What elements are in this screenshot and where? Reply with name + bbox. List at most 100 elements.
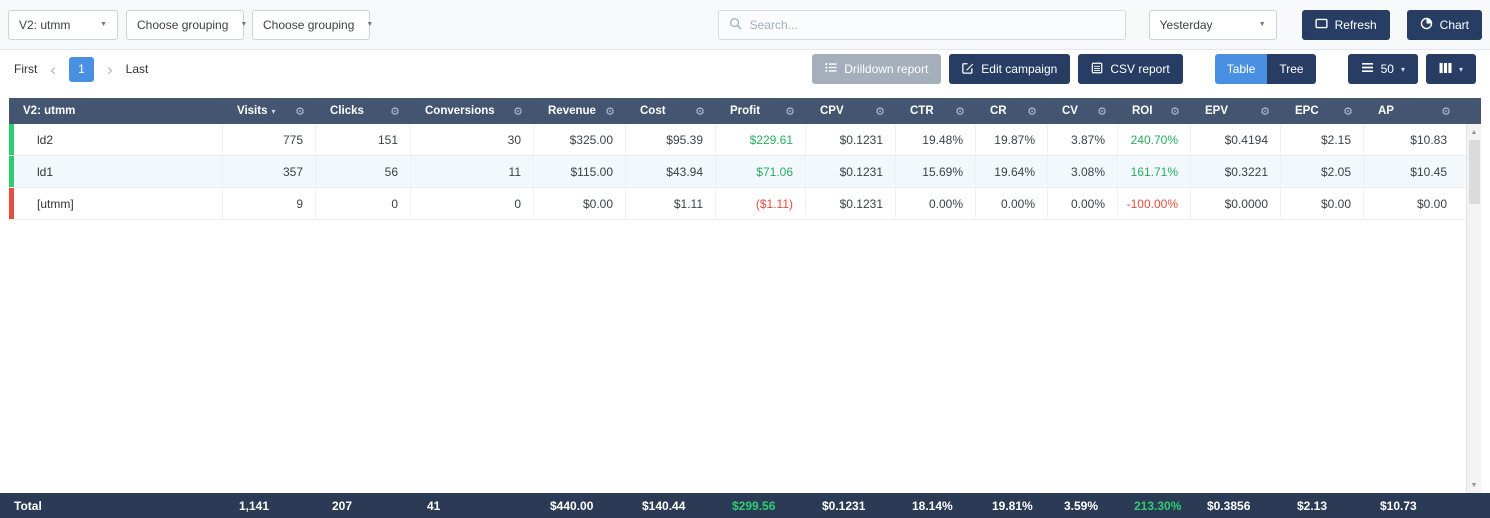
vertical-scrollbar[interactable]: ▲ ▼ — [1466, 124, 1481, 493]
chevron-left-icon[interactable]: ‹ — [50, 59, 56, 79]
gear-icon[interactable]: ⚙ — [1027, 105, 1037, 118]
chart-button[interactable]: Chart — [1406, 9, 1482, 40]
column-header-cv[interactable]: CV ⚙ — [1048, 98, 1118, 124]
cell-visits: 9 — [223, 188, 316, 219]
table-header-row: V2: utmm Visits ▾ ⚙ Clicks ⚙ Conversions ⚙ Reve… — [9, 98, 1481, 124]
gear-icon[interactable]: ⚙ — [513, 105, 523, 118]
pagination-current-page[interactable]: 1 — [69, 56, 94, 82]
column-header-cpv[interactable]: CPV ⚙ — [806, 98, 896, 124]
grouping-dropdown-1[interactable]: Choose grouping ▼ — [126, 9, 248, 40]
gear-icon[interactable]: ⚙ — [605, 105, 615, 118]
table-row[interactable]: ld1 357 56 11 $115.00 $43.94 $71.06 $0.1231 15.6… — [9, 156, 1481, 188]
pie-chart-icon — [1420, 17, 1433, 33]
total-row: Total 1,141 207 41 $440.00 $140.44 $299.56 $0.… — [0, 493, 1490, 518]
scroll-up-arrow-icon[interactable]: ▲ — [1470, 129, 1478, 136]
gear-icon[interactable]: ⚙ — [785, 105, 795, 118]
column-header-revenue[interactable]: Revenue ⚙ — [534, 98, 626, 124]
status-indicator — [9, 156, 14, 187]
edit-icon — [962, 62, 974, 77]
gear-icon[interactable]: ⚙ — [295, 105, 305, 118]
gear-icon[interactable]: ⚙ — [695, 105, 705, 118]
gear-icon[interactable]: ⚙ — [1441, 105, 1451, 118]
gear-icon[interactable]: ⚙ — [955, 105, 965, 118]
table-view-toggle[interactable]: Table — [1214, 54, 1268, 84]
refresh-button[interactable]: Refresh — [1301, 9, 1390, 40]
column-label: ROI — [1132, 105, 1153, 117]
edit-campaign-button[interactable]: Edit campaign — [949, 54, 1071, 84]
cell-conversions: 11 — [411, 156, 534, 187]
column-label: EPV — [1205, 105, 1229, 117]
drilldown-label: Drilldown report — [844, 62, 929, 76]
status-indicator — [9, 124, 14, 155]
cell-revenue: $115.00 — [534, 156, 626, 187]
total-ctr: 18.14% — [912, 498, 953, 513]
table-row[interactable]: ld2 775 151 30 $325.00 $95.39 $229.61 $0.1231 19… — [9, 124, 1481, 156]
column-header-cost[interactable]: Cost ⚙ — [626, 98, 716, 124]
tree-view-toggle[interactable]: Tree — [1267, 54, 1316, 84]
chevron-down-icon: ▼ — [1258, 21, 1266, 28]
total-visits: 1,141 — [239, 498, 270, 513]
column-header-visits[interactable]: Visits ▾ ⚙ — [223, 98, 316, 124]
cell-cr: 0.00% — [976, 188, 1048, 219]
column-label: CR — [990, 105, 1007, 117]
campaign-dropdown[interactable]: V2: utmm ▼ — [8, 9, 118, 40]
cell-cost: $1.11 — [626, 188, 716, 219]
chevron-down-icon: ▼ — [100, 21, 107, 28]
cell-visits: 775 — [223, 124, 316, 155]
columns-settings-button[interactable]: ▾ — [1425, 54, 1476, 84]
total-ap: $10.73 — [1380, 498, 1417, 513]
column-header-clicks[interactable]: Clicks ⚙ — [316, 98, 411, 124]
cell-profit: ($1.11) — [716, 188, 806, 219]
cell-ctr: 19.48% — [896, 124, 976, 155]
date-range-dropdown[interactable]: Yesterday ▼ — [1148, 9, 1277, 40]
search-input[interactable] — [749, 17, 1115, 32]
chevron-right-icon[interactable]: › — [107, 59, 113, 79]
column-label: CV — [1062, 105, 1078, 117]
cell-cpv: $0.1231 — [806, 124, 896, 155]
gear-icon[interactable]: ⚙ — [1097, 105, 1107, 118]
column-header-epc[interactable]: EPC ⚙ — [1281, 98, 1364, 124]
pagination-first[interactable]: First — [14, 62, 38, 76]
cell-epc: $0.00 — [1281, 188, 1364, 219]
cell-ap: $0.00 — [1416, 196, 1447, 211]
column-label: AP — [1378, 105, 1394, 117]
row-name-cell: ld2 — [9, 124, 223, 155]
campaign-dropdown-value: V2: utmm — [19, 17, 71, 32]
table-row[interactable]: [utmm] 9 0 0 $0.00 $1.11 ($1.11) $0.1231 0.00% 0.… — [9, 188, 1481, 220]
column-header-ctr[interactable]: CTR ⚙ — [896, 98, 976, 124]
column-header-cr[interactable]: CR ⚙ — [976, 98, 1048, 124]
column-header-name[interactable]: V2: utmm — [9, 98, 223, 124]
cell-cr: 19.87% — [976, 124, 1048, 155]
gear-icon[interactable]: ⚙ — [1260, 105, 1270, 118]
scrollbar-thumb[interactable] — [1468, 140, 1480, 204]
pagination-last[interactable]: Last — [125, 62, 149, 76]
csv-report-button[interactable]: CSV report — [1078, 54, 1183, 84]
cell-roi: -100.00% — [1118, 188, 1191, 219]
grouping-dropdown-2[interactable]: Choose grouping ▼ — [252, 9, 373, 40]
cell-profit: $229.61 — [716, 124, 806, 155]
csv-report-label: CSV report — [1110, 62, 1170, 76]
gear-icon[interactable]: ⚙ — [390, 105, 400, 118]
total-cost: $140.44 — [642, 498, 686, 513]
total-roi: 213.30% — [1134, 498, 1182, 513]
gear-icon[interactable]: ⚙ — [1170, 105, 1180, 118]
view-toggle: Table Tree — [1214, 54, 1316, 84]
cell-clicks: 151 — [316, 124, 411, 155]
refresh-label: Refresh — [1334, 17, 1377, 32]
gear-icon[interactable]: ⚙ — [875, 105, 885, 118]
column-header-roi[interactable]: ROI ⚙ — [1118, 98, 1191, 124]
column-header-epv[interactable]: EPV ⚙ — [1191, 98, 1281, 124]
page-size-dropdown[interactable]: 50 ▾ — [1347, 54, 1418, 84]
column-header-ap[interactable]: AP ⚙ — [1364, 98, 1481, 124]
row-name: ld2 — [37, 132, 54, 147]
cell-ctr: 15.69% — [896, 156, 976, 187]
drilldown-report-button[interactable]: Drilldown report — [812, 54, 942, 84]
column-header-conversions[interactable]: Conversions ⚙ — [411, 98, 534, 124]
chevron-down-icon: ▾ — [1458, 64, 1463, 74]
gear-icon[interactable]: ⚙ — [1343, 105, 1353, 118]
scroll-down-arrow-icon[interactable]: ▼ — [1470, 482, 1478, 489]
chevron-down-icon: ▼ — [240, 21, 248, 28]
column-header-profit[interactable]: Profit ⚙ — [716, 98, 806, 124]
report-table: V2: utmm Visits ▾ ⚙ Clicks ⚙ Conversions ⚙ Reve… — [9, 98, 1481, 493]
cell-visits: 357 — [223, 156, 316, 187]
